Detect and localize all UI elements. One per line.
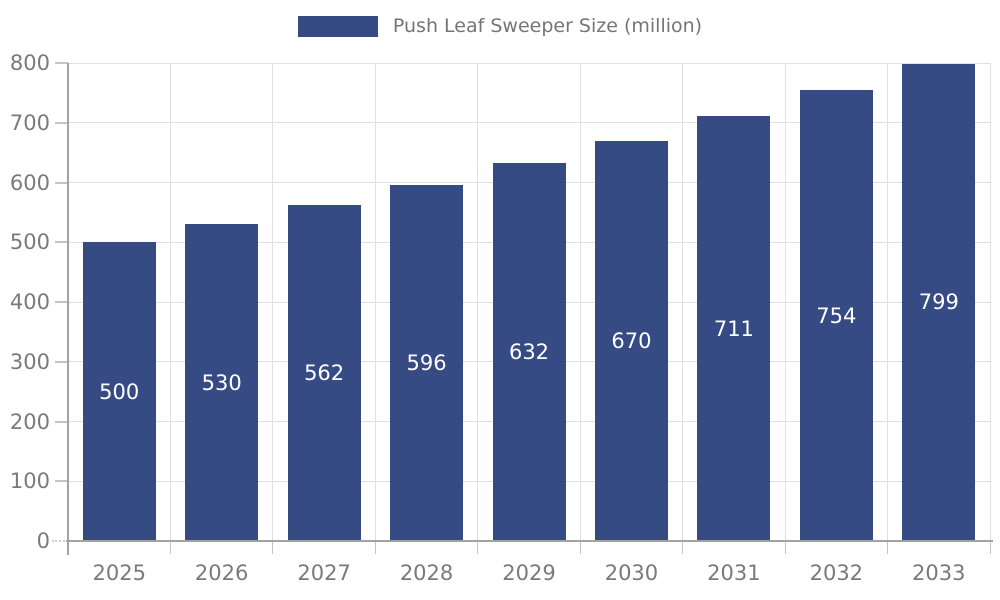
- v-gridline: [374, 63, 376, 541]
- v-gridline: [477, 63, 479, 541]
- x-axis-tick-label: 2033: [912, 561, 966, 585]
- x-axis-tick: [169, 541, 171, 554]
- x-axis-tick: [374, 541, 376, 554]
- bar-value-label: 754: [816, 303, 857, 328]
- y-axis-line: [67, 63, 69, 555]
- x-axis-tick: [887, 541, 889, 554]
- legend-label: Push Leaf Sweeper Size (million): [392, 15, 703, 37]
- x-axis-tick-label: 2027: [297, 561, 351, 585]
- bar[interactable]: [799, 90, 873, 541]
- v-gridline: [682, 63, 684, 541]
- x-axis-tick: [784, 541, 786, 554]
- bar-value-label: 632: [508, 340, 550, 365]
- x-axis-tick-label: 2026: [194, 561, 249, 585]
- x-axis-tick: [579, 541, 581, 554]
- v-gridline: [784, 63, 786, 541]
- x-axis-tick: [682, 541, 684, 554]
- v-gridline: [579, 63, 581, 541]
- x-axis-tick: [989, 541, 991, 554]
- y-axis-tick: [55, 480, 68, 483]
- y-axis-tick: [55, 181, 68, 184]
- x-axis-tick: [272, 541, 274, 554]
- y-axis-tick: [55, 241, 68, 244]
- x-axis-tick-label: 2025: [92, 561, 146, 585]
- bar-value-label: 670: [611, 328, 652, 353]
- y-axis-tick-label: 300: [9, 349, 50, 374]
- y-axis-tick-zero: [52, 540, 68, 542]
- h-gridline: [68, 122, 990, 124]
- bar-value-label: 596: [406, 350, 447, 375]
- x-axis-tick-label: 2028: [399, 561, 454, 585]
- bar-value-label: 711: [713, 316, 754, 341]
- bar[interactable]: [185, 224, 259, 541]
- bar[interactable]: [287, 205, 361, 541]
- y-axis-tick-label: 500: [9, 230, 50, 255]
- y-axis-tick: [55, 62, 68, 64]
- y-axis-tick-label: 100: [9, 469, 50, 494]
- x-axis-tick: [477, 541, 479, 554]
- bar[interactable]: [82, 242, 156, 541]
- v-gridline: [989, 63, 991, 541]
- bar[interactable]: [492, 163, 566, 541]
- x-axis-line: [66, 540, 993, 542]
- bar[interactable]: [390, 184, 464, 541]
- y-axis-tick-label: 400: [9, 290, 50, 314]
- y-axis-tick: [55, 360, 68, 363]
- x-axis-tick-label: 2030: [604, 561, 659, 585]
- x-axis-tick-label: 2031: [707, 561, 761, 585]
- bar-value-label: 500: [99, 379, 140, 404]
- v-gridline: [887, 63, 889, 541]
- legend-swatch-icon: [297, 15, 378, 37]
- v-gridline: [169, 63, 171, 541]
- bar[interactable]: [697, 116, 771, 541]
- v-gridline: [272, 63, 274, 541]
- x-axis-tick-label: 2029: [502, 561, 556, 585]
- y-axis-tick-label: 200: [9, 409, 50, 434]
- y-axis-tick: [55, 301, 68, 303]
- bar-value-label: 799: [918, 290, 959, 315]
- bar[interactable]: [902, 63, 976, 541]
- y-axis-tick-label: 0: [36, 529, 50, 553]
- x-axis-tick-label: 2032: [809, 561, 864, 585]
- y-axis-tick-label: 800: [9, 51, 50, 75]
- h-gridline: [68, 62, 990, 64]
- bar-value-label: 562: [304, 361, 345, 386]
- bar[interactable]: [594, 140, 668, 541]
- bar-value-label: 530: [201, 370, 242, 395]
- y-axis-tick: [55, 420, 68, 423]
- y-axis-tick-label: 600: [9, 170, 50, 195]
- y-axis-tick-label: 700: [9, 110, 50, 135]
- legend[interactable]: Push Leaf Sweeper Size (million): [0, 15, 1000, 37]
- y-axis-tick: [55, 121, 68, 124]
